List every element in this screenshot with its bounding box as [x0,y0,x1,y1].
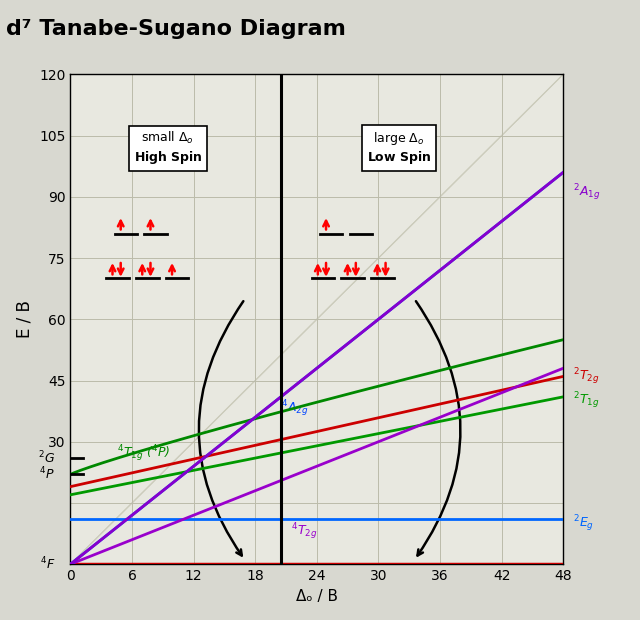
Text: small $\Delta_o$
$\mathbf{High\ Spin}$: small $\Delta_o$ $\mathbf{High\ Spin}$ [134,130,202,166]
Text: $^4P$: $^4P$ [40,466,55,483]
Text: d⁷ Tanabe-Sugano Diagram: d⁷ Tanabe-Sugano Diagram [6,19,346,38]
Text: $^2A_{1g}$: $^2A_{1g}$ [573,182,601,203]
Text: $^2G$: $^2G$ [38,450,55,466]
Y-axis label: E / B: E / B [15,300,34,339]
X-axis label: Δₒ / B: Δₒ / B [296,588,338,604]
Text: $^2E_g$: $^2E_g$ [573,513,595,534]
Text: $^4T_{2g}$: $^4T_{2g}$ [291,521,317,542]
Text: $^4T_{1g}$ ($^4P$): $^4T_{1g}$ ($^4P$) [116,444,170,464]
Text: $^4A_{2g}$: $^4A_{2g}$ [281,399,308,419]
Text: $^2T_{1g}$: $^2T_{1g}$ [573,391,600,411]
Text: $^2T_{2g}$: $^2T_{2g}$ [573,366,600,387]
Text: $^4F$: $^4F$ [40,556,55,572]
Text: large $\Delta_o$
$\mathbf{Low\ Spin}$: large $\Delta_o$ $\mathbf{Low\ Spin}$ [367,130,431,166]
